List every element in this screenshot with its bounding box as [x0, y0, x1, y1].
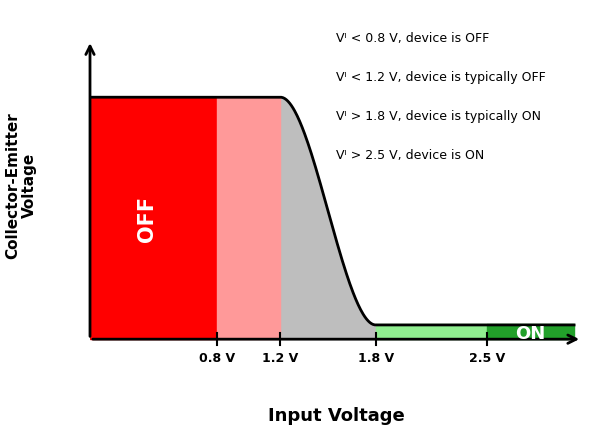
Polygon shape: [90, 98, 376, 340]
Text: Vᴵ < 1.2 V, device is typically OFF: Vᴵ < 1.2 V, device is typically OFF: [336, 71, 546, 83]
Text: 1.2 V: 1.2 V: [262, 351, 299, 364]
Text: ON: ON: [515, 324, 545, 342]
Text: 0.8 V: 0.8 V: [199, 351, 235, 364]
Text: Collector-Emitter
Voltage: Collector-Emitter Voltage: [5, 112, 37, 258]
Text: Vᴵ < 0.8 V, device is OFF: Vᴵ < 0.8 V, device is OFF: [336, 32, 489, 44]
Text: OFF: OFF: [137, 196, 157, 242]
Polygon shape: [90, 98, 217, 340]
Polygon shape: [217, 98, 280, 340]
Text: 1.8 V: 1.8 V: [358, 351, 394, 364]
Text: Input Voltage: Input Voltage: [268, 406, 404, 424]
Text: 2.5 V: 2.5 V: [469, 351, 505, 364]
Text: Vᴵ > 2.5 V, device is ON: Vᴵ > 2.5 V, device is ON: [336, 149, 484, 162]
Text: Vᴵ > 1.8 V, device is typically ON: Vᴵ > 1.8 V, device is typically ON: [336, 110, 541, 123]
